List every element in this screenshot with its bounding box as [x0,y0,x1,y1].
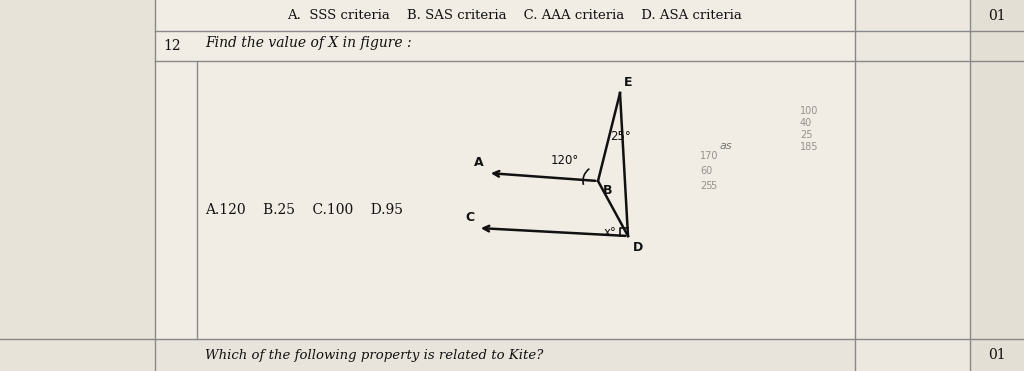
Text: 01: 01 [988,9,1006,23]
Text: 25°: 25° [610,129,631,142]
Bar [855,0,970,371]
Text: 5: 5 [710,181,716,191]
Bar [970,0,1024,371]
Text: 185: 185 [800,142,818,152]
Text: A: A [474,156,484,169]
Text: 25: 25 [700,181,713,191]
Text: 40: 40 [800,118,812,128]
Text: B: B [603,184,612,197]
Text: as: as [720,141,732,151]
Text: 01: 01 [988,348,1006,362]
Text: A.120    B.25    C.100    D.95: A.120 B.25 C.100 D.95 [205,203,403,217]
Text: Find the value of X in figure :: Find the value of X in figure : [205,36,412,50]
Text: Which of the following property is related to Kite?: Which of the following property is relat… [205,348,544,361]
Text: D: D [633,241,643,254]
Text: x°: x° [603,226,616,239]
Text: 100: 100 [800,106,818,116]
Text: 120°: 120° [551,154,580,167]
Text: E: E [624,76,633,89]
Text: 12: 12 [163,39,180,53]
Text: 60: 60 [700,166,713,176]
Text: 170: 170 [700,151,719,161]
Text: 25: 25 [800,130,812,140]
Text: C: C [465,211,474,224]
Bar [155,0,855,339]
Bar [0,0,155,371]
Text: A.  SSS criteria    B. SAS criteria    C. AAA criteria    D. ASA criteria: A. SSS criteria B. SAS criteria C. AAA c… [288,9,742,22]
